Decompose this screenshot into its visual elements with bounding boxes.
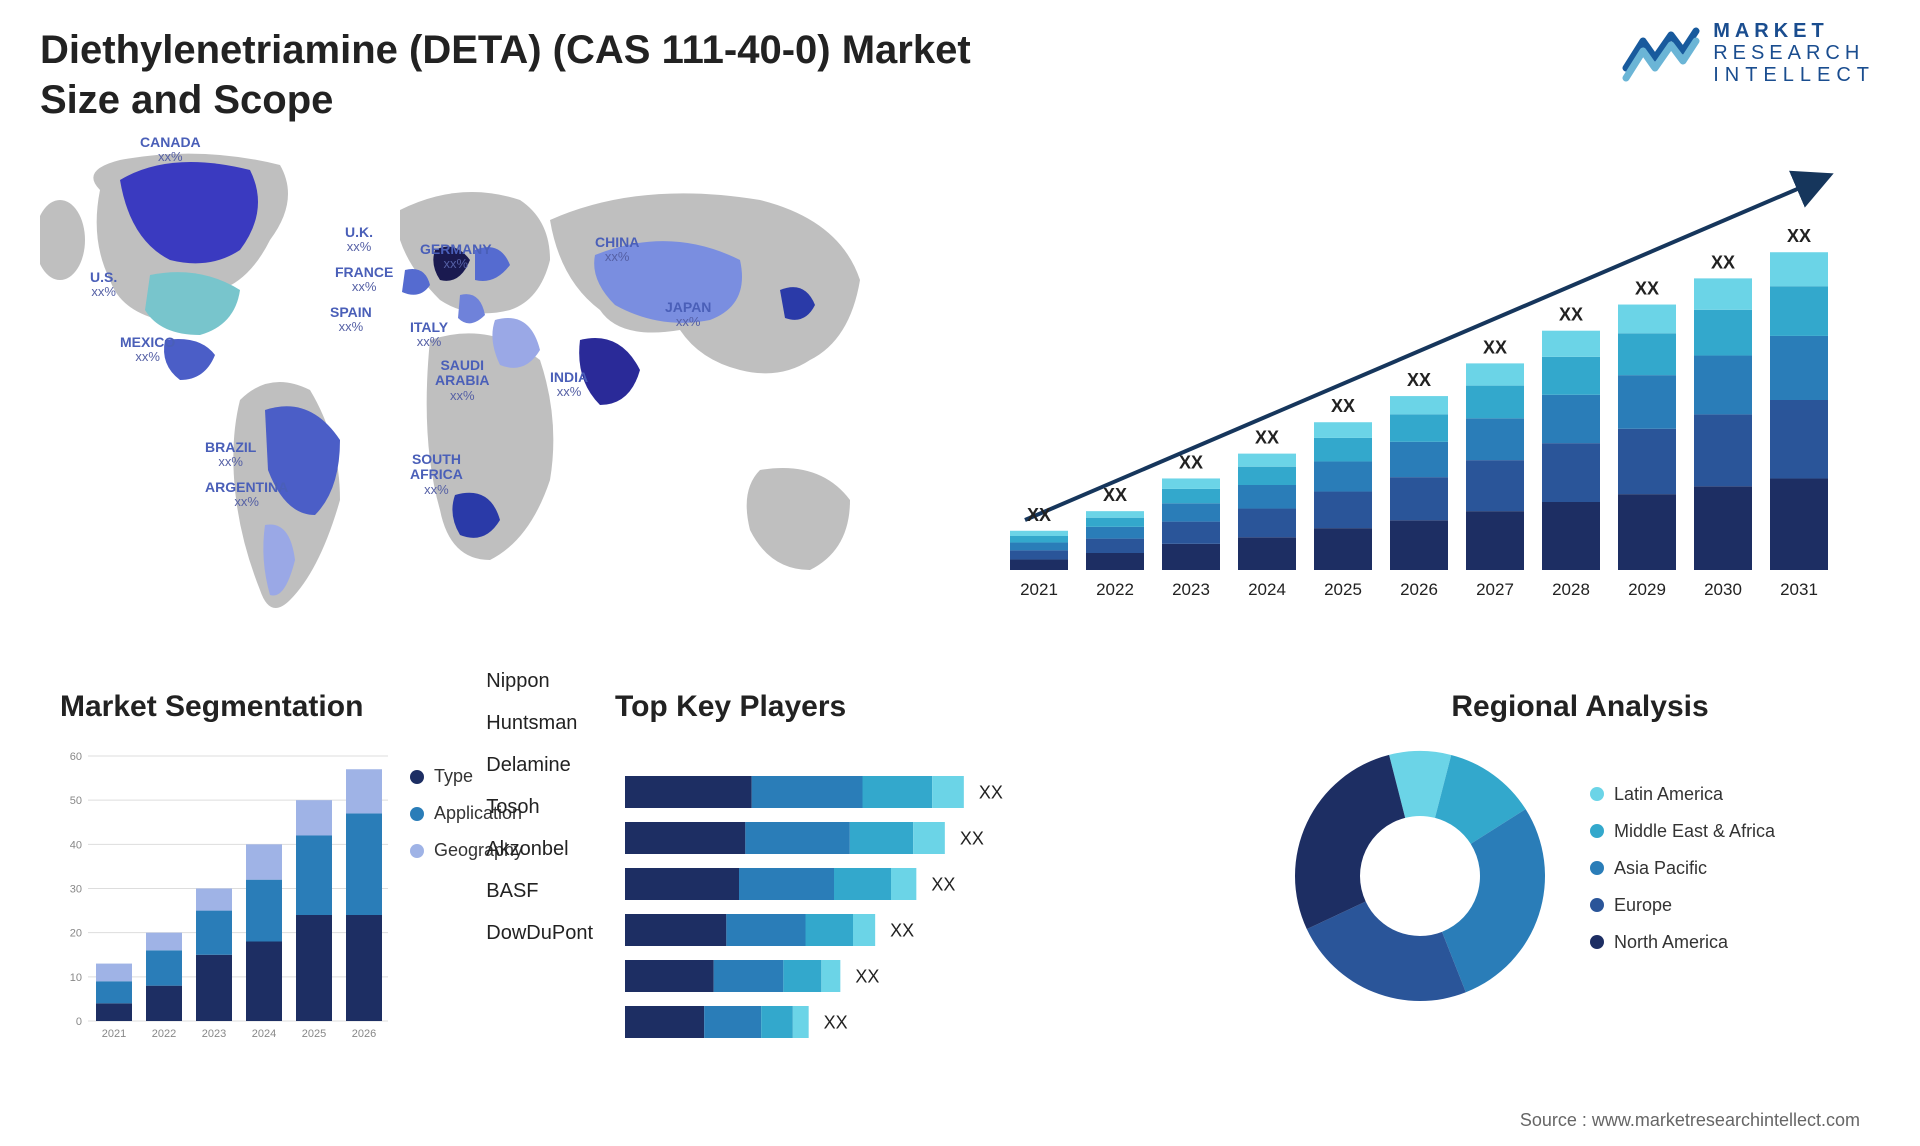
country-label: INDIAxx%: [550, 370, 588, 400]
svg-text:XX: XX: [1179, 452, 1203, 472]
regional-section: Regional Analysis Latin America Middle Ea…: [1280, 690, 1880, 1016]
country-label: JAPANxx%: [665, 300, 711, 330]
key-players-section: Top Key Players NipponHuntsmanDelamineTo…: [615, 690, 1255, 1091]
svg-text:0: 0: [76, 1016, 82, 1028]
svg-text:XX: XX: [1027, 505, 1051, 525]
segmentation-chart: 0 10 20 30 40 50 60 2021 2022 2023 2024 2025 2026: [60, 746, 390, 1046]
svg-text:XX: XX: [1635, 279, 1659, 299]
page-title: Diethylenetriamine (DETA) (CAS 111-40-0)…: [40, 25, 1040, 125]
svg-text:2026: 2026: [352, 1028, 376, 1040]
svg-text:XX: XX: [1103, 485, 1127, 505]
legend-item: Latin America: [1590, 784, 1775, 805]
svg-text:2030: 2030: [1704, 580, 1742, 599]
country-label: U.K.xx%: [345, 225, 373, 255]
svg-text:XX: XX: [931, 874, 955, 894]
svg-text:XX: XX: [855, 966, 879, 986]
player-name: BASF: [486, 870, 593, 912]
legend-item: Asia Pacific: [1590, 858, 1775, 879]
country-label: ARGENTINAxx%: [205, 480, 288, 510]
svg-text:2021: 2021: [102, 1028, 126, 1040]
svg-text:2031: 2031: [1780, 580, 1818, 599]
main-bar-chart: XX 2021 XX 2022 XX 2023 XX 2024 XX 2025 XX 2026 XX 20…: [990, 140, 1860, 600]
country-label: SAUDIARABIAxx%: [435, 358, 489, 403]
player-name: Huntsman: [486, 702, 593, 744]
players-title: Top Key Players: [615, 690, 1255, 724]
svg-text:2028: 2028: [1552, 580, 1590, 599]
legend-item: Europe: [1590, 895, 1775, 916]
player-name: DowDuPont: [486, 912, 593, 954]
svg-text:60: 60: [70, 751, 82, 763]
regional-donut-chart: [1280, 736, 1560, 1016]
svg-text:2022: 2022: [1096, 580, 1134, 599]
svg-text:30: 30: [70, 884, 82, 896]
players-bar-chart: XX XX XX XX XX XX: [615, 766, 1115, 1086]
main-chart-svg: XX 2021 XX 2022 XX 2023 XX 2024 XX 2025 XX 2026 XX 20…: [990, 140, 1860, 600]
svg-text:2027: 2027: [1476, 580, 1514, 599]
svg-text:XX: XX: [1407, 370, 1431, 390]
brand-logo: MARKET RESEARCH INTELLECT: [1621, 20, 1875, 86]
logo-line1: MARKET: [1713, 20, 1875, 42]
country-label: BRAZILxx%: [205, 440, 256, 470]
country-label: SOUTHAFRICAxx%: [410, 452, 463, 497]
svg-text:2023: 2023: [202, 1028, 226, 1040]
country-label: SPAINxx%: [330, 305, 372, 335]
legend-item: North America: [1590, 932, 1775, 953]
svg-text:2022: 2022: [152, 1028, 176, 1040]
svg-text:2021: 2021: [1020, 580, 1058, 599]
country-label: ITALYxx%: [410, 320, 448, 350]
svg-text:XX: XX: [1255, 428, 1279, 448]
svg-text:XX: XX: [960, 828, 984, 848]
country-label: FRANCExx%: [335, 265, 393, 295]
svg-text:2023: 2023: [1172, 580, 1210, 599]
svg-text:10: 10: [70, 972, 82, 984]
world-map: CANADAxx%U.S.xx%MEXICOxx%BRAZILxx%ARGENT…: [40, 140, 910, 660]
svg-text:2025: 2025: [302, 1028, 326, 1040]
legend-item: Middle East & Africa: [1590, 821, 1775, 842]
svg-text:2029: 2029: [1628, 580, 1666, 599]
country-label: CANADAxx%: [140, 135, 201, 165]
logo-line2: RESEARCH: [1713, 42, 1875, 64]
regional-title: Regional Analysis: [1280, 690, 1880, 724]
logo-line3: INTELLECT: [1713, 64, 1875, 86]
players-name-list: NipponHuntsmanDelamineTosohAkzonbelBASFD…: [486, 660, 593, 954]
country-label: U.S.xx%: [90, 270, 117, 300]
regional-legend: Latin America Middle East & Africa Asia Pa…: [1590, 784, 1775, 969]
player-name: Akzonbel: [486, 828, 593, 870]
svg-text:XX: XX: [979, 782, 1003, 802]
svg-text:XX: XX: [1559, 305, 1583, 325]
svg-text:50: 50: [70, 795, 82, 807]
svg-text:2024: 2024: [1248, 580, 1286, 599]
svg-text:2024: 2024: [252, 1028, 276, 1040]
svg-text:40: 40: [70, 839, 82, 851]
svg-text:20: 20: [70, 928, 82, 940]
svg-text:2025: 2025: [1324, 580, 1362, 599]
svg-text:XX: XX: [1711, 252, 1735, 272]
svg-text:XX: XX: [1331, 396, 1355, 416]
svg-text:XX: XX: [824, 1012, 848, 1032]
player-name: Tosoh: [486, 786, 593, 828]
svg-text:XX: XX: [1483, 337, 1507, 357]
source-credit: Source : www.marketresearchintellect.com: [1520, 1110, 1860, 1131]
svg-text:XX: XX: [1787, 226, 1811, 246]
svg-text:2026: 2026: [1400, 580, 1438, 599]
player-name: Nippon: [486, 660, 593, 702]
svg-text:XX: XX: [890, 920, 914, 940]
logo-mark-icon: [1621, 23, 1701, 83]
country-label: CHINAxx%: [595, 235, 639, 265]
player-name: Delamine: [486, 744, 593, 786]
country-label: MEXICOxx%: [120, 335, 175, 365]
country-label: GERMANYxx%: [420, 242, 492, 272]
